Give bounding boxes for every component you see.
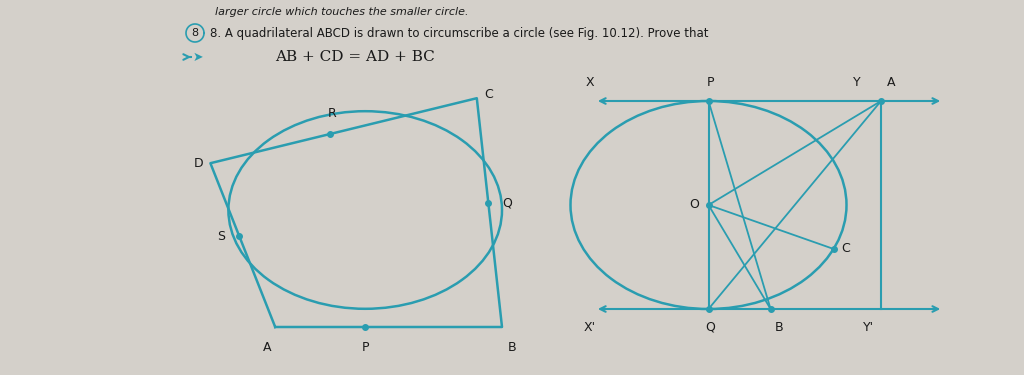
Text: AB + CD = AD + BC: AB + CD = AD + BC [275,50,435,64]
Text: ➤: ➤ [193,51,204,63]
Text: P: P [361,341,369,354]
Text: O: O [689,198,699,211]
Text: 8: 8 [191,28,199,38]
Text: S: S [217,230,225,243]
Text: A: A [887,76,895,89]
Text: B: B [508,341,516,354]
Text: P: P [707,76,715,89]
Text: C: C [841,243,850,255]
Text: D: D [194,157,203,170]
Text: Y': Y' [863,321,874,334]
Text: Q: Q [503,196,512,209]
Text: X: X [586,76,594,89]
Text: Y: Y [853,76,860,89]
Text: larger circle which touches the smaller circle.: larger circle which touches the smaller … [215,7,469,17]
Text: X': X' [584,321,596,334]
Text: Q: Q [706,321,716,334]
Text: B: B [774,321,783,334]
Text: R: R [328,107,336,120]
Text: A: A [263,341,271,354]
Text: C: C [484,88,494,101]
Text: 8. A quadrilateral ABCD is drawn to circumscribe a circle (see Fig. 10.12). Prov: 8. A quadrilateral ABCD is drawn to circ… [210,27,709,39]
